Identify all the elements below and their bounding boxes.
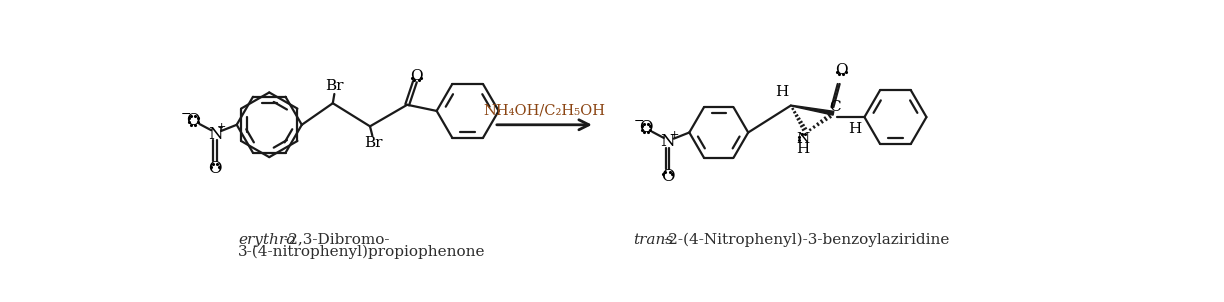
Text: C: C <box>829 100 841 114</box>
Text: NH₄OH/C₂H₅OH: NH₄OH/C₂H₅OH <box>483 104 606 118</box>
Text: −: − <box>634 115 644 128</box>
Text: O: O <box>186 112 200 129</box>
Text: Br: Br <box>326 79 344 93</box>
Text: trans: trans <box>634 233 673 247</box>
Text: O: O <box>410 69 422 82</box>
Text: O: O <box>208 160 222 177</box>
Text: N: N <box>660 133 674 150</box>
Text: -2-(4-Nitrophenyl)-3-benzoylaziridine: -2-(4-Nitrophenyl)-3-benzoylaziridine <box>663 233 950 247</box>
Text: N: N <box>797 132 810 146</box>
Text: O: O <box>661 168 674 185</box>
Text: H: H <box>775 85 788 99</box>
Text: -2,3-Dibromo-: -2,3-Dibromo- <box>283 233 389 247</box>
Text: 3-(4-nitrophenyl)propiophenone: 3-(4-nitrophenyl)propiophenone <box>239 244 486 259</box>
Text: H: H <box>848 122 862 136</box>
Text: −: − <box>181 108 192 120</box>
Text: Br: Br <box>365 136 383 150</box>
Text: +: + <box>218 122 226 132</box>
Text: +: + <box>670 130 679 140</box>
Text: O: O <box>639 119 652 137</box>
Text: H: H <box>797 143 810 156</box>
Text: O: O <box>835 63 847 77</box>
Text: N: N <box>208 126 223 143</box>
Text: erythro: erythro <box>239 233 295 247</box>
Polygon shape <box>791 105 834 115</box>
